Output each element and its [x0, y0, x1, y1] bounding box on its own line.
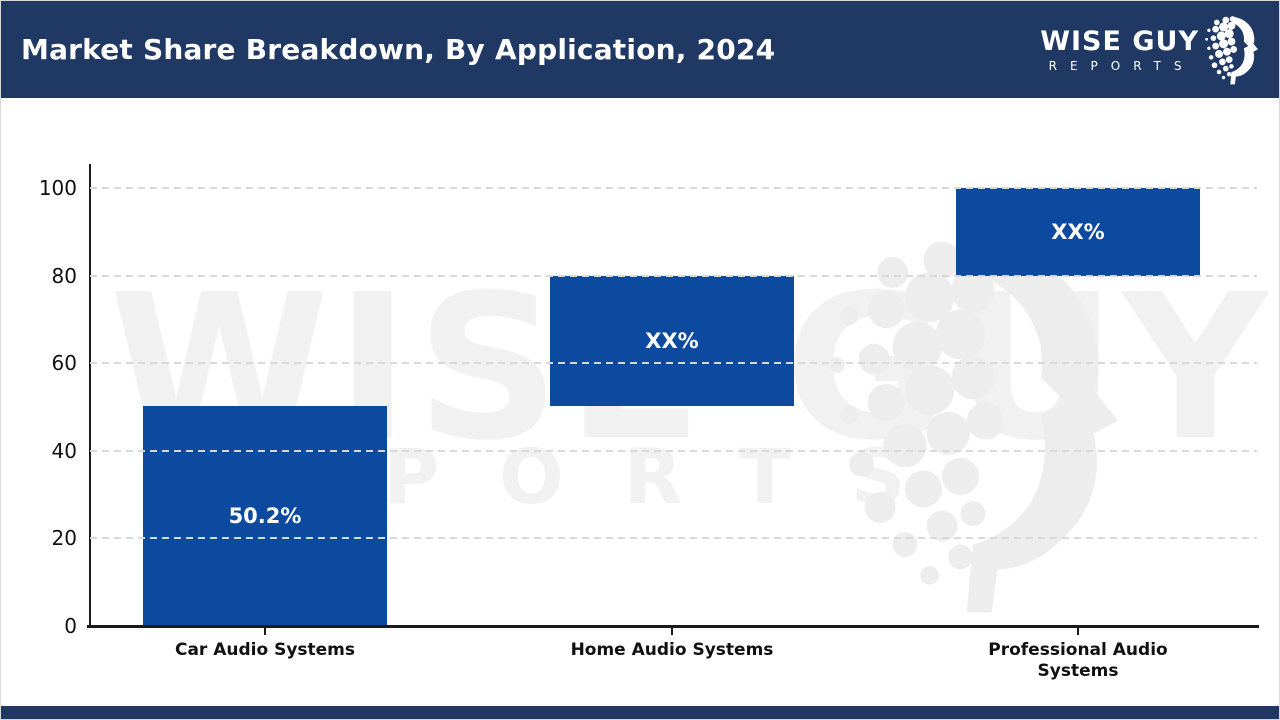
brand-head-icon — [1205, 16, 1258, 85]
gridline — [90, 274, 1257, 277]
page-title: Market Share Breakdown, By Application, … — [21, 33, 776, 66]
y-tick-label: 20 — [51, 526, 77, 551]
bar — [956, 188, 1200, 276]
gridline — [90, 362, 1257, 365]
x-tick — [264, 628, 266, 635]
header-bar: Market Share Breakdown, By Application, … — [1, 1, 1279, 98]
y-tick-label: 100 — [38, 176, 77, 200]
bar — [143, 406, 387, 626]
brand-logo-text: WISE GUY REPORTS — [1040, 27, 1199, 73]
brand-logo: WISE GUY REPORTS — [1040, 9, 1263, 91]
bar — [550, 275, 794, 407]
bar-value-label: XX% — [1051, 219, 1105, 244]
x-axis-label: Car Audio Systems — [174, 640, 356, 660]
x-tick — [1077, 628, 1079, 635]
bar-value-label: XX% — [645, 328, 699, 353]
y-axis-line — [89, 164, 91, 628]
brand-wordmark: WISE GUY — [1040, 26, 1199, 58]
y-tick-label: 0 — [64, 614, 77, 638]
x-axis-line — [87, 625, 1259, 628]
gridline — [90, 449, 1257, 452]
footer-bar — [1, 706, 1279, 719]
x-axis-label: Professional Audio Systems — [988, 640, 1168, 681]
bar-value-label: 50.2% — [228, 504, 302, 529]
gridline — [90, 187, 1257, 189]
y-tick-label: 40 — [51, 438, 77, 463]
y-tick-label: 80 — [51, 263, 77, 288]
x-axis-label: Home Audio Systems — [570, 640, 774, 660]
brand-sub-wordmark: REPORTS — [1048, 58, 1195, 73]
y-tick-label: 60 — [51, 351, 77, 376]
gridline — [90, 537, 1257, 540]
x-tick — [671, 628, 673, 635]
